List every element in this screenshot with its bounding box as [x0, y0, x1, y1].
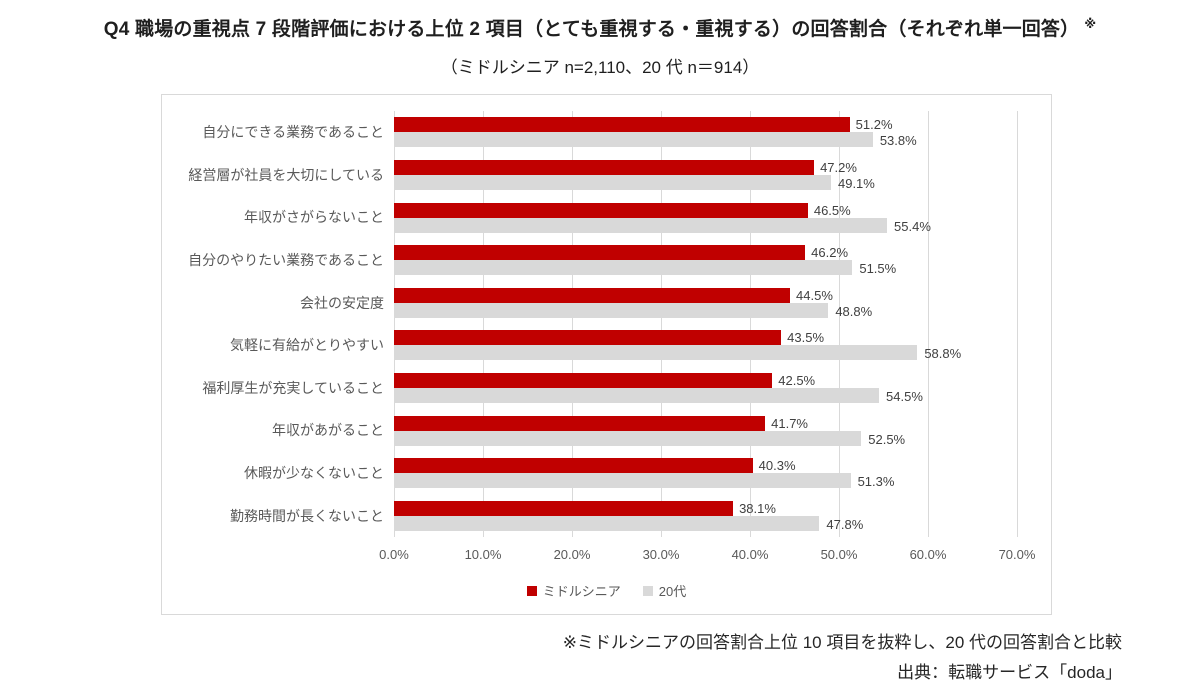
value-label-middle-senior: 42.5% [778, 372, 816, 388]
value-label-twenties: 55.4% [894, 218, 931, 234]
legend-swatch-icon [642, 585, 653, 596]
category-label: 気軽に有給がとりやすい [230, 337, 384, 354]
value-label-middle-senior: 38.1% [739, 500, 776, 516]
x-tick-label: 70.0% [998, 547, 1036, 562]
value-label-twenties: 53.8% [879, 133, 917, 149]
value-label-twenties: 48.8% [835, 303, 873, 319]
category-label: 福利厚生が充実していること [202, 379, 384, 396]
bar-twenties [394, 217, 888, 233]
chart-frame: 自分にできる業務であること 51.2% 53.8% 経営層が社員を大切にしている 47.… [161, 94, 1052, 615]
bar-middle-senior [394, 415, 766, 431]
plot-area: 自分にできる業務であること 51.2% 53.8% 経営層が社員を大切にしている 47.… [162, 95, 1051, 614]
x-tick-label: 60.0% [909, 547, 947, 562]
value-label-middle-senior: 51.2% [855, 117, 893, 133]
bar-middle-senior [394, 202, 808, 218]
bar-twenties [394, 515, 820, 531]
value-label-middle-senior: 43.5% [787, 330, 825, 346]
x-tick-label: 30.0% [642, 547, 680, 562]
value-label-middle-senior: 41.7% [771, 415, 808, 431]
bar-twenties [394, 473, 851, 489]
footnote: ※ミドルシニアの回答割合上位 10 項目を抜粋し、20 代の回答割合と比較 [562, 633, 1122, 652]
value-label-twenties: 52.5% [868, 431, 906, 447]
bar-twenties [394, 387, 880, 403]
x-tick-label: 50.0% [820, 547, 858, 562]
chart-title-text: Q4 職場の重視点 7 段階評価における上位 2 項目（とても重視する・重視する… [103, 19, 1080, 40]
gridline [394, 111, 395, 537]
x-axis: 0.0% 10.0% 20.0% 30.0% 40.0% 50.0% 60.0% 70.0% [162, 95, 1051, 614]
bar-middle-senior [394, 500, 734, 516]
bar-middle-senior [394, 372, 773, 388]
x-tick-label: 10.0% [464, 547, 502, 562]
category-label: 勤務時間が長くないこと [230, 507, 384, 524]
bar-middle-senior [394, 117, 850, 133]
legend-item: ミドルシニア [526, 581, 621, 600]
gridline [928, 111, 929, 537]
gridline [661, 111, 662, 537]
value-label-middle-senior: 44.5% [796, 287, 833, 303]
category-label: 自分のやりたい業務であること [188, 252, 384, 269]
chart-subtitle: （ミドルシニア n=2,110、20 代 n＝914） [440, 58, 760, 77]
bar-twenties [394, 302, 829, 318]
gridline [1017, 111, 1018, 537]
category-label: 会社の安定度 [300, 294, 384, 311]
bar-middle-senior [394, 159, 815, 175]
category-label: 休暇が少なくないこと [244, 465, 384, 482]
legend: ミドルシニア 20代 [162, 581, 1051, 600]
value-label-middle-senior: 40.3% [758, 458, 796, 474]
bar-middle-senior [394, 330, 782, 346]
x-tick-label: 20.0% [553, 547, 591, 562]
gridline [750, 111, 751, 537]
legend-swatch-icon [526, 585, 537, 596]
category-label: 年収があがること [272, 422, 384, 439]
bar-middle-senior [394, 287, 791, 303]
legend-label: ミドルシニア [542, 584, 621, 599]
bar-middle-senior [394, 458, 753, 474]
legend-item: 20代 [642, 581, 687, 600]
value-label-twenties: 51.5% [859, 261, 897, 277]
legend-label: 20代 [658, 584, 687, 599]
value-label-middle-senior: 46.5% [813, 202, 851, 218]
value-label-twenties: 51.3% [857, 474, 895, 490]
chart-title: Q4 職場の重視点 7 段階評価における上位 2 項目（とても重視する・重視する… [0, 14, 1200, 41]
bar-twenties [394, 260, 853, 276]
x-tick-label: 40.0% [731, 547, 769, 562]
value-label-twenties: 54.5% [886, 388, 923, 404]
value-label-twenties: 47.8% [826, 516, 864, 532]
source-credit: 出典：転職サービス「doda」 [897, 663, 1122, 682]
category-label: 年収がさがらないこと [244, 209, 384, 226]
gridline [572, 111, 573, 537]
bar-twenties [394, 174, 831, 190]
gridline [483, 111, 484, 537]
title-note-mark: ※ [1084, 16, 1097, 31]
category-label: 自分にできる業務であること [202, 124, 384, 141]
value-label-twenties: 58.8% [924, 346, 962, 362]
grid-layer [162, 95, 1051, 614]
value-label-middle-senior: 47.2% [820, 159, 857, 175]
bar-twenties [394, 430, 862, 446]
value-label-middle-senior: 46.2% [811, 245, 849, 261]
gridline [839, 111, 840, 537]
x-tick-label: 0.0% [379, 547, 409, 562]
category-label: 経営層が社員を大切にしている [188, 166, 384, 183]
bar-middle-senior [394, 245, 806, 261]
bar-twenties [394, 345, 918, 361]
bar-twenties [394, 132, 873, 148]
value-label-twenties: 49.1% [837, 175, 875, 191]
